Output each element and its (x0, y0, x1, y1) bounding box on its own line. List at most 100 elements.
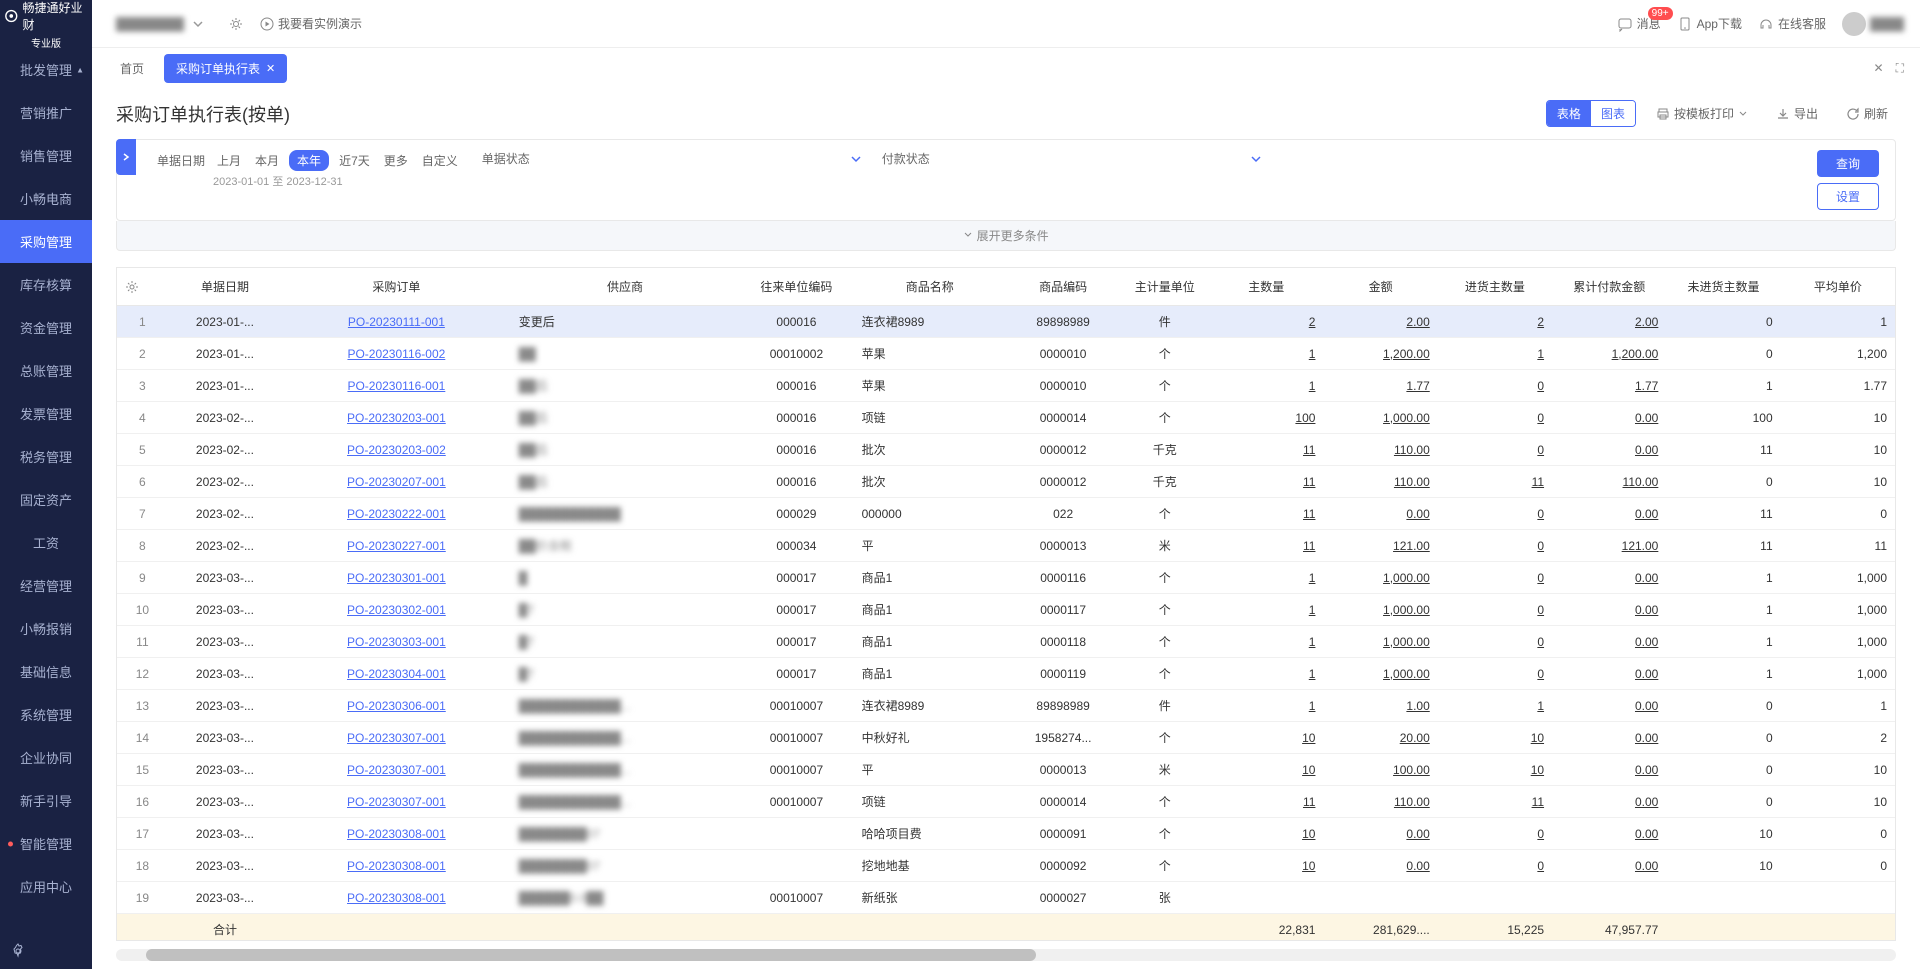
po-link[interactable]: PO-20230308-001 (347, 827, 446, 841)
column-header[interactable]: 商品名称 (854, 268, 1006, 306)
date-option[interactable]: 更多 (380, 150, 412, 171)
column-header[interactable]: 主数量 (1209, 268, 1323, 306)
po-link[interactable]: PO-20230116-001 (347, 379, 445, 393)
expand-more-button[interactable]: 展开更多条件 (116, 221, 1896, 251)
table-row[interactable]: 62023-02-...PO-20230207-001██后000016批次00… (117, 466, 1895, 498)
app-download-button[interactable]: App下载 (1677, 15, 1742, 32)
table-row[interactable]: 172023-03-...PO-20230308-001████████07哈哈… (117, 818, 1895, 850)
po-link[interactable]: PO-20230111-001 (348, 315, 445, 329)
filter-settings-button[interactable]: 设置 (1817, 183, 1879, 210)
tab-active[interactable]: 采购订单执行表 ✕ (164, 54, 287, 83)
po-link[interactable]: PO-20230307-001 (347, 731, 446, 745)
column-header[interactable]: 累计付款金额 (1552, 268, 1666, 306)
sidebar-item[interactable]: 新手引导 (0, 779, 92, 822)
sidebar-item[interactable]: 固定资产 (0, 478, 92, 521)
column-header[interactable]: 采购订单 (282, 268, 511, 306)
po-link[interactable]: PO-20230307-001 (347, 763, 446, 777)
po-link[interactable]: PO-20230302-001 (347, 603, 446, 617)
po-link[interactable]: PO-20230303-001 (347, 635, 446, 649)
sidebar-item[interactable]: 销售管理 (0, 134, 92, 177)
sidebar-item[interactable]: 系统管理 (0, 693, 92, 736)
table-row[interactable]: 182023-03-...PO-20230308-001████████07挖地… (117, 850, 1895, 882)
po-link[interactable]: PO-20230306-001 (347, 699, 446, 713)
po-link[interactable]: PO-20230227-001 (347, 539, 446, 553)
date-option[interactable]: 上月 (213, 150, 245, 171)
po-link[interactable]: PO-20230308-001 (347, 859, 446, 873)
table-row[interactable]: 112023-03-...PO-20230303-001█T000017商品10… (117, 626, 1895, 658)
demo-link[interactable]: 我要看实例演示 (260, 15, 362, 32)
message-button[interactable]: 消息 99+ (1617, 15, 1661, 32)
sidebar-item[interactable]: 智能管理 (0, 822, 92, 865)
table-row[interactable]: 82023-02-...PO-20230227-001██价含税000034平0… (117, 530, 1895, 562)
refresh-button[interactable]: 刷新 (1838, 101, 1896, 126)
po-link[interactable]: PO-20230207-001 (347, 475, 446, 489)
column-header[interactable]: 商品编码 (1006, 268, 1120, 306)
sidebar-item[interactable]: 批发管理 (0, 48, 92, 91)
table-row[interactable]: 122023-03-...PO-20230304-001█T000017商品10… (117, 658, 1895, 690)
table-row[interactable]: 72023-02-...PO-20230222-001████████████0… (117, 498, 1895, 530)
table-row[interactable]: 132023-03-...PO-20230306-001████████████… (117, 690, 1895, 722)
table-row[interactable]: 142023-03-...PO-20230307-001████████████… (117, 722, 1895, 754)
column-settings[interactable] (117, 268, 168, 306)
fullscreen-icon[interactable]: ⛶ (1896, 61, 1904, 76)
table-row[interactable]: 162023-03-...PO-20230307-001████████████… (117, 786, 1895, 818)
table-row[interactable]: 152023-03-...PO-20230307-001████████████… (117, 754, 1895, 786)
po-link[interactable]: PO-20230307-001 (347, 795, 446, 809)
date-option[interactable]: 本月 (251, 150, 283, 171)
column-header[interactable]: 平均单价 (1781, 268, 1895, 306)
column-header[interactable]: 金额 (1323, 268, 1437, 306)
print-button[interactable]: 按模板打印 (1648, 101, 1756, 126)
export-button[interactable]: 导出 (1768, 101, 1826, 126)
date-option[interactable]: 本年 (289, 150, 329, 171)
column-header[interactable]: 进货主数量 (1438, 268, 1552, 306)
pay-status-select[interactable]: 付款状态 (882, 150, 1262, 167)
po-link[interactable]: PO-20230203-001 (347, 411, 446, 425)
table-row[interactable]: 92023-03-...PO-20230301-001█000017商品1000… (117, 562, 1895, 594)
view-table-button[interactable]: 表格 (1547, 101, 1591, 126)
table-row[interactable]: 22023-01-...PO-20230116-002██00010002苹果0… (117, 338, 1895, 370)
po-link[interactable]: PO-20230203-002 (347, 443, 446, 457)
sidebar-item[interactable]: 工资 (0, 521, 92, 564)
collapse-button[interactable] (116, 139, 136, 175)
sidebar-item[interactable]: 资金管理 (0, 306, 92, 349)
sidebar-item[interactable]: 小畅电商 (0, 177, 92, 220)
sidebar-item[interactable]: 采购管理 (0, 220, 92, 263)
service-button[interactable]: 在线客服 (1758, 15, 1826, 32)
date-option[interactable]: 自定义 (418, 150, 462, 171)
column-header[interactable]: 单据日期 (168, 268, 282, 306)
close-all-icon[interactable]: ✕ (1874, 61, 1884, 76)
table-row[interactable]: 52023-02-...PO-20230203-002██后000016批次00… (117, 434, 1895, 466)
horizontal-scrollbar[interactable] (116, 949, 1896, 961)
sidebar-item[interactable]: 总账管理 (0, 349, 92, 392)
sidebar-item[interactable]: 小畅报销 (0, 607, 92, 650)
sidebar-item[interactable]: 企业协同 (0, 736, 92, 779)
org-selector[interactable]: ████████ (108, 13, 212, 35)
user-menu[interactable]: ████ (1842, 12, 1904, 36)
sidebar-item[interactable]: 应用中心 (0, 865, 92, 908)
close-icon[interactable]: ✕ (266, 62, 275, 75)
table-row[interactable]: 192023-03-...PO-20230308-001██████0.0██0… (117, 882, 1895, 914)
table-row[interactable]: 42023-02-...PO-20230203-001██后000016项链00… (117, 402, 1895, 434)
status-select[interactable]: 单据状态 (482, 150, 862, 167)
po-link[interactable]: PO-20230116-002 (347, 347, 445, 361)
tab-home[interactable]: 首页 (108, 54, 156, 83)
column-header[interactable]: 主计量单位 (1120, 268, 1209, 306)
table-row[interactable]: 32023-01-...PO-20230116-001██后000016苹果00… (117, 370, 1895, 402)
po-link[interactable]: PO-20230301-001 (347, 571, 446, 585)
sidebar-item[interactable]: 营销推广 (0, 91, 92, 134)
sidebar-item[interactable]: 经营管理 (0, 564, 92, 607)
table-row[interactable]: 12023-01-...PO-20230111-001变更后000016连衣裙8… (117, 306, 1895, 338)
sidebar-item[interactable]: 税务管理 (0, 435, 92, 478)
sidebar-item[interactable]: 发票管理 (0, 392, 92, 435)
table-row[interactable]: 102023-03-...PO-20230302-001█T000017商品10… (117, 594, 1895, 626)
sidebar-item[interactable]: 库存核算 (0, 263, 92, 306)
gear-icon[interactable] (228, 16, 244, 32)
settings-button[interactable] (0, 933, 92, 969)
date-option[interactable]: 近7天 (335, 150, 374, 171)
po-link[interactable]: PO-20230222-001 (347, 507, 446, 521)
po-link[interactable]: PO-20230304-001 (347, 667, 446, 681)
sidebar-item[interactable]: 基础信息 (0, 650, 92, 693)
query-button[interactable]: 查询 (1817, 150, 1879, 177)
column-header[interactable]: 未进货主数量 (1666, 268, 1780, 306)
column-header[interactable]: 往来单位编码 (739, 268, 853, 306)
